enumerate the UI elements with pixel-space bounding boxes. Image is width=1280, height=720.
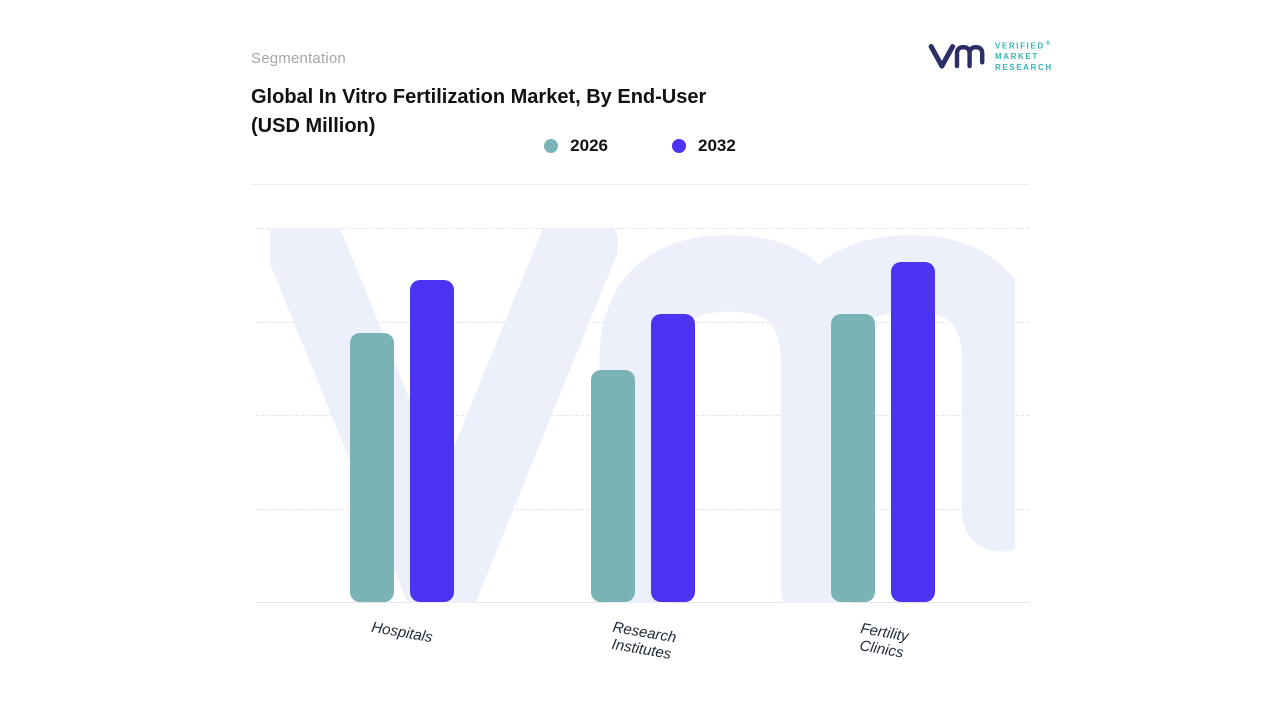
legend-label: 2026	[570, 136, 608, 155]
legend: 2026 2032	[251, 136, 1029, 156]
x-axis-label-research-institutes: Research Institutes	[609, 618, 678, 663]
bar-2026-fertility-clinics[interactable]	[831, 314, 876, 602]
bar-2032-research-institutes[interactable]	[650, 314, 695, 602]
vmr-logo: VERIFIED® MARKET RESEARCH	[928, 36, 1053, 76]
x-axis-label-fertility-clinics: Fertility Clinics	[858, 620, 911, 662]
legend-item-2026[interactable]: 2026	[544, 136, 608, 156]
chart-title: Global In Vitro Fertilization Market, By…	[251, 83, 871, 141]
header-divider	[251, 184, 1029, 185]
legend-item-2032[interactable]: 2032	[672, 136, 736, 156]
gridline	[256, 228, 1029, 229]
vmr-logo-mark	[928, 44, 985, 69]
logo-line-research: RESEARCH	[995, 63, 1053, 73]
plot-area: Hospitals Research Institutes Fertility Cl…	[256, 228, 1029, 663]
registered-mark: ®	[1045, 40, 1052, 47]
bar-2032-fertility-clinics[interactable]	[891, 261, 936, 602]
bar-group-hospitals: Hospitals	[307, 228, 497, 646]
bar-group-research-institutes: Research Institutes	[548, 228, 738, 663]
logo-line-verified: VERIFIED®	[995, 40, 1052, 51]
legend-label: 2032	[698, 136, 736, 155]
bar-groups: Hospitals Research Institutes Fertility Cl…	[256, 228, 1029, 663]
bar-group-fertility-clinics: Fertility Clinics	[788, 228, 978, 662]
legend-dot-2026	[544, 139, 559, 153]
chart-title-line1: Global In Vitro Fertilization Market, By…	[251, 86, 707, 108]
bar-2026-hospitals[interactable]	[349, 332, 394, 602]
chart-title-line2: (USD Million)	[251, 115, 376, 137]
vmr-logo-text: VERIFIED® MARKET RESEARCH	[995, 39, 1053, 74]
bar-2026-research-institutes[interactable]	[590, 370, 635, 602]
legend-dot-2032	[672, 139, 686, 153]
logo-line-market: MARKET	[995, 52, 1039, 62]
bar-2032-hospitals[interactable]	[409, 280, 454, 602]
eyebrow-label: Segmentation	[251, 50, 346, 67]
x-axis-label-hospitals: Hospitals	[369, 618, 434, 647]
